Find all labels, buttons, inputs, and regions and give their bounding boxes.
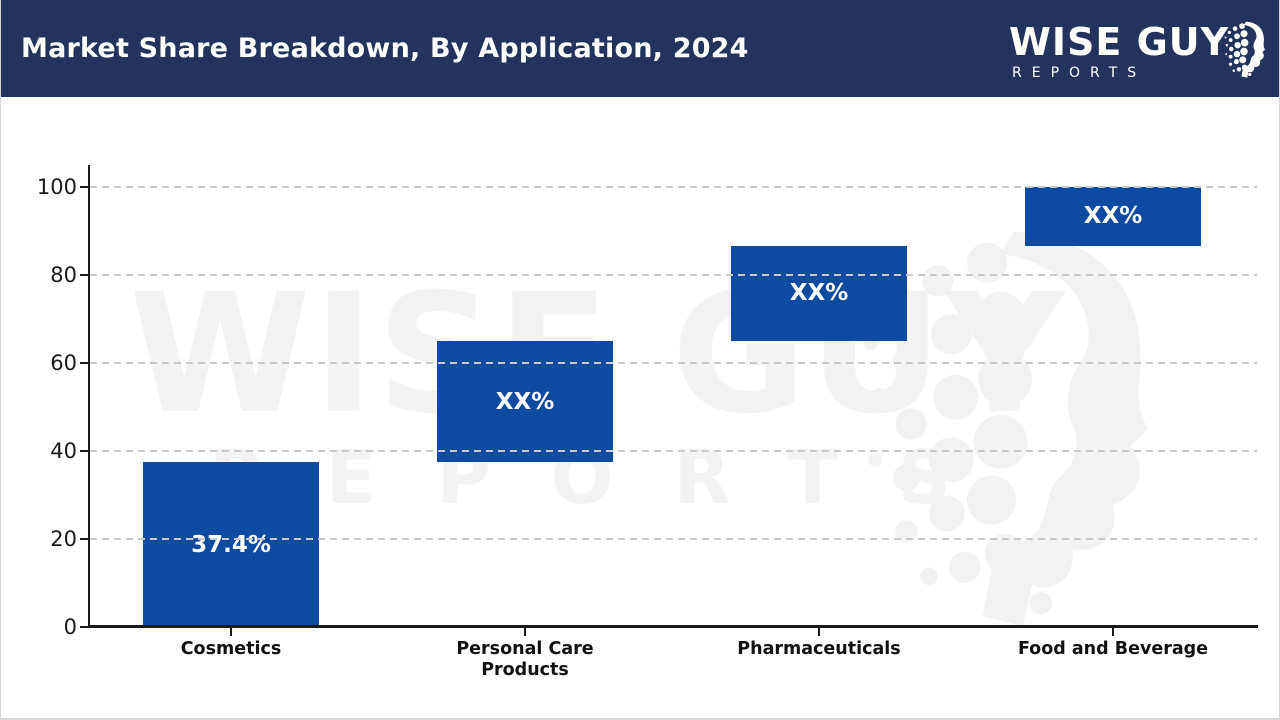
bar-value-label: XX% — [495, 388, 555, 415]
x-tick-label: Cosmetics — [180, 639, 282, 659]
x-axis-line — [88, 625, 1258, 628]
gridline-100 — [90, 186, 1257, 188]
bar-personal-care-products: XX% — [437, 341, 613, 463]
x-tick-mark — [818, 628, 820, 636]
y-tick-mark — [80, 274, 89, 276]
logo-text: WISE GUY REPORTS — [1009, 22, 1229, 81]
y-tick-label: 20 — [50, 527, 77, 551]
gridline-80 — [90, 274, 1257, 276]
gridline-40 — [90, 450, 1257, 452]
y-tick-label: 0 — [63, 615, 77, 639]
bar-cosmetics: 37.4% — [143, 462, 319, 627]
page-title: Market Share Breakdown, By Application, … — [21, 33, 749, 64]
gridline-20 — [90, 538, 1257, 540]
y-tick-label: 60 — [50, 351, 77, 375]
y-tick-mark — [80, 626, 89, 628]
x-tick-label: Food and Beverage — [1017, 639, 1209, 659]
logo-wordmark: WISE GUY — [1009, 20, 1230, 64]
bar-value-label: XX% — [1083, 203, 1143, 230]
x-tick-label: Personal Care Products — [456, 639, 594, 680]
y-axis-line — [88, 165, 90, 628]
gridline-60 — [90, 362, 1257, 364]
y-tick-label: 100 — [36, 175, 77, 199]
y-tick-mark — [80, 450, 89, 452]
y-tick-label: 80 — [50, 263, 77, 287]
logo-subtitle: REPORTS — [1012, 65, 1147, 81]
header-band: Market Share Breakdown, By Application, … — [1, 0, 1279, 97]
x-tick-label: Pharmaceuticals — [737, 639, 901, 659]
x-tick-mark — [230, 628, 232, 636]
wise-guy-reports-logo: WISE GUY REPORTS — [1009, 8, 1269, 92]
y-tick-mark — [80, 186, 89, 188]
bar-value-label: XX% — [789, 280, 849, 307]
y-tick-mark — [80, 362, 89, 364]
bar-pharmaceuticals: XX% — [731, 245, 907, 341]
dotted-head-icon — [1224, 21, 1266, 78]
bar-value-label: 37.4% — [191, 531, 271, 558]
x-tick-mark — [524, 628, 526, 636]
x-tick-mark — [1112, 628, 1114, 636]
y-tick-label: 40 — [50, 439, 77, 463]
y-tick-mark — [80, 538, 89, 540]
bar-food-and-beverage: XX% — [1025, 187, 1201, 246]
